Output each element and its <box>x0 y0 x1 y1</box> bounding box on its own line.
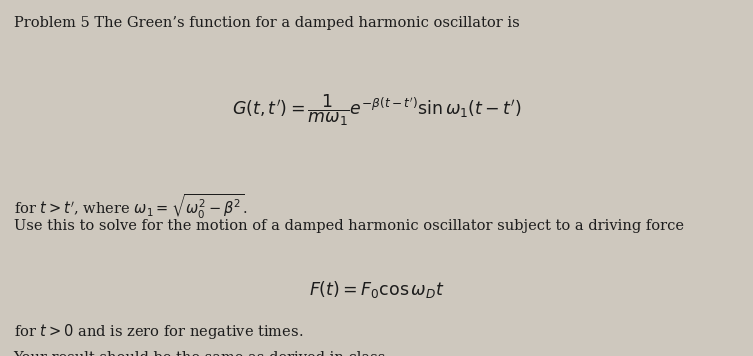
Text: Use this to solve for the motion of a damped harmonic oscillator subject to a dr: Use this to solve for the motion of a da… <box>14 219 684 233</box>
Text: $G(t,t') = \dfrac{1}{m\omega_1}e^{-\beta(t-t')}\mathrm{sin}\,\omega_1(t-t')$: $G(t,t') = \dfrac{1}{m\omega_1}e^{-\beta… <box>232 93 521 128</box>
Text: Your result should be the same as derived in class.: Your result should be the same as derive… <box>14 351 391 356</box>
Text: for $t > t'$, where $\omega_1 = \sqrt{\omega_0^2 - \beta^2}$.: for $t > t'$, where $\omega_1 = \sqrt{\o… <box>14 192 248 221</box>
Text: $F(t) = F_0\mathrm{cos}\,\omega_D t$: $F(t) = F_0\mathrm{cos}\,\omega_D t$ <box>309 279 444 300</box>
Text: for $t > 0$ and is zero for negative times.: for $t > 0$ and is zero for negative tim… <box>14 322 303 341</box>
Text: Problem 5 The Green’s function for a damped harmonic oscillator is: Problem 5 The Green’s function for a dam… <box>14 16 520 30</box>
